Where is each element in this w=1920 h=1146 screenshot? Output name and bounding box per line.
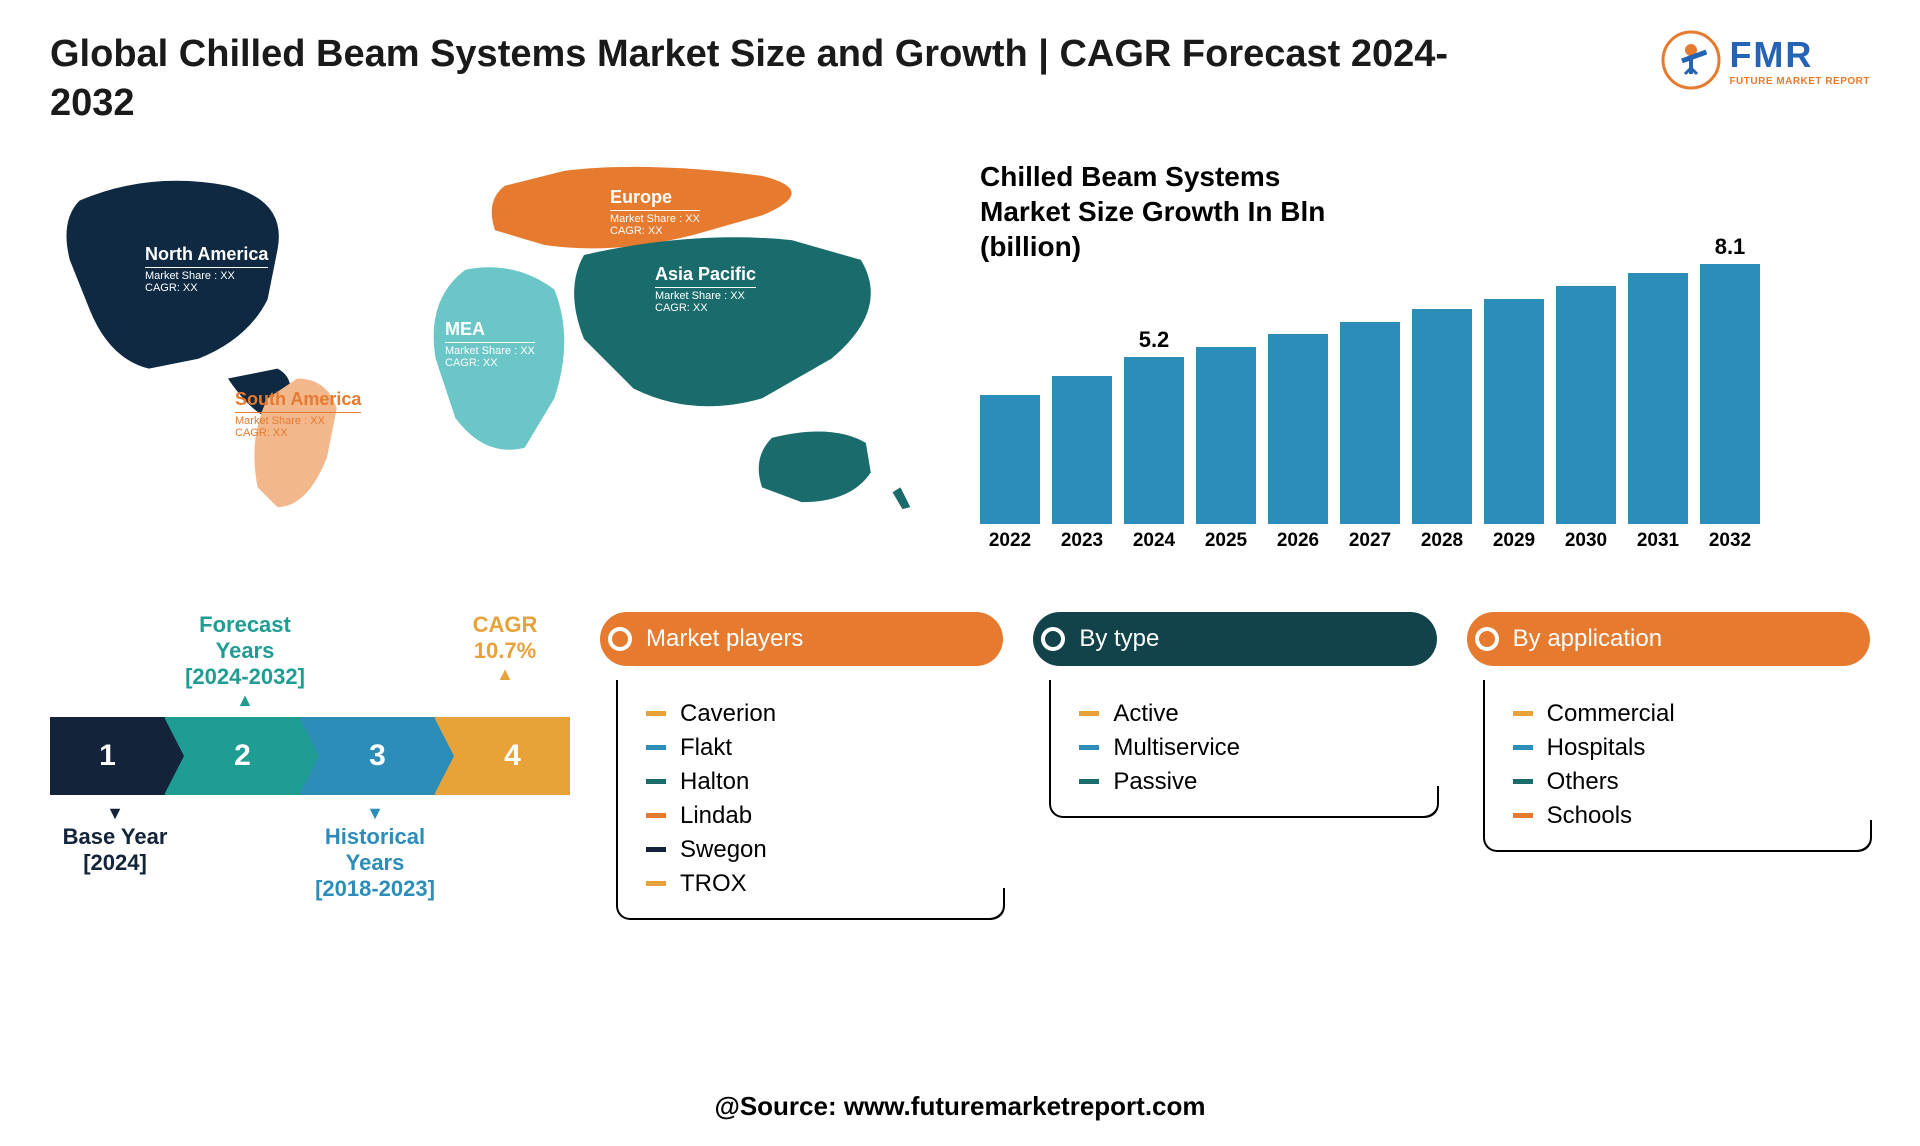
pill-list: Active Multiservice Passive [1049,680,1436,818]
telescope-icon [1661,30,1721,90]
list-item: Schools [1513,802,1850,830]
bar-2024: 5.22024 [1124,357,1184,552]
list-item: Commercial [1513,700,1850,728]
bar-2023: 2023 [1052,376,1112,552]
list-item: Passive [1079,768,1416,796]
tl-top-3: CAGR10.7% [440,612,570,664]
bar-2030: 2030 [1556,286,1616,552]
tl-top-1: Forecast Years[2024-2032] [180,612,310,690]
list-item: Flakt [646,734,983,762]
bar-2022: 2022 [980,395,1040,551]
bar-2029: 2029 [1484,299,1544,552]
logo: FMR FUTURE MARKET REPORT [1661,30,1870,90]
chart-title: Chilled Beam Systems Market Size Growth … [980,159,1360,264]
list-item: Multiservice [1079,734,1416,762]
logo-sub: FUTURE MARKET REPORT [1729,76,1870,87]
region-label-mea: MEAMarket Share : XXCAGR: XX [445,319,535,369]
page-title: Global Chilled Beam Systems Market Size … [50,30,1450,129]
source-text: @Source: www.futuremarketreport.com [714,1091,1205,1122]
pill-list: Commercial Hospitals Others Schools [1483,680,1870,852]
bar-2027: 2027 [1340,322,1400,552]
list-item: Others [1513,768,1850,796]
bar-2032: 8.12032 [1700,264,1760,552]
bar-2031: 2031 [1628,273,1688,551]
pill-col-market-players: Market players Caverion Flakt Halton Lindab S… [600,612,1003,920]
timeline: Forecast Years[2024-2032]▲CAGR10.7%▲ 123… [50,612,570,902]
list-item: TROX [646,870,983,898]
list-item: Hospitals [1513,734,1850,762]
list-item: Halton [646,768,983,796]
pill-header: Market players [600,612,1003,666]
bar-chart: Chilled Beam Systems Market Size Growth … [980,159,1870,552]
pill-col-by-application: By application Commercial Hospitals Others S… [1467,612,1870,920]
region-label-south-america: South AmericaMarket Share : XXCAGR: XX [235,389,361,439]
tl-seg-1: 1 [50,717,165,795]
list-item: Active [1079,700,1416,728]
region-label-europe: EuropeMarket Share : XXCAGR: XX [610,187,700,237]
tl-seg-3: 3 [300,717,435,795]
list-item: Caverion [646,700,983,728]
bar-2025: 2025 [1196,347,1256,552]
list-item: Swegon [646,836,983,864]
tl-bot-0: Base Year[2024] [50,824,180,876]
pill-list: Caverion Flakt Halton Lindab Swegon TROX [616,680,1003,920]
tl-bot-2: Historical Years[2018-2023] [310,824,440,902]
header: Global Chilled Beam Systems Market Size … [50,30,1870,129]
region-label-asia-pacific: Asia PacificMarket Share : XXCAGR: XX [655,264,756,314]
pill-col-by-type: By type Active Multiservice Passive [1033,612,1436,920]
world-map: North AmericaMarket Share : XXCAGR: XX So… [50,159,940,519]
list-item: Lindab [646,802,983,830]
tl-seg-4: 4 [435,717,570,795]
bar-2028: 2028 [1412,309,1472,552]
tl-seg-2: 2 [165,717,300,795]
logo-main: FMR [1729,34,1870,76]
pill-header: By type [1033,612,1436,666]
bar-2026: 2026 [1268,334,1328,551]
pill-header: By application [1467,612,1870,666]
region-label-north-america: North AmericaMarket Share : XXCAGR: XX [145,244,268,294]
